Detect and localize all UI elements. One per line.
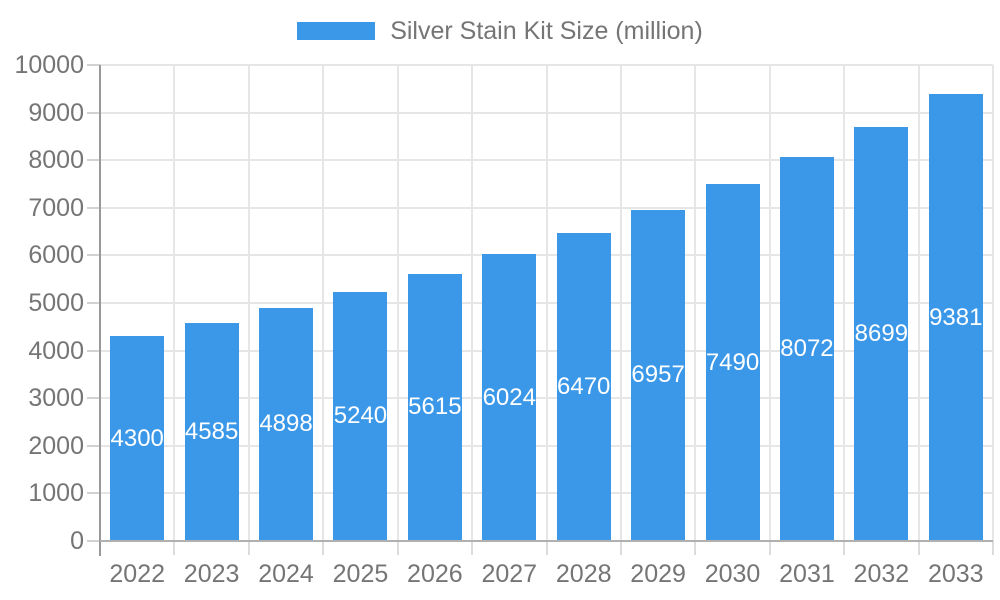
bar: 7490 <box>705 184 760 541</box>
y-axis-tick-label: 7000 <box>28 193 84 222</box>
y-axis-tick <box>87 349 100 352</box>
bar: 5240 <box>333 291 388 541</box>
x-axis-tick <box>992 541 994 555</box>
legend-label: Silver Stain Kit Size (million) <box>390 16 703 45</box>
bar: 6024 <box>482 254 537 541</box>
gridline-vertical <box>619 65 622 541</box>
bar: 4585 <box>184 322 239 541</box>
y-axis-tick-label: 6000 <box>28 241 84 270</box>
bar-value-label: 6470 <box>557 373 611 401</box>
x-axis-tick <box>173 541 176 555</box>
y-axis-tick-label: 10000 <box>14 51 84 79</box>
bar: 8072 <box>779 156 834 541</box>
gridline-vertical <box>322 65 325 541</box>
bar-value-label: 4585 <box>184 417 239 445</box>
gridline-vertical <box>992 65 994 541</box>
y-axis-tick <box>87 492 100 495</box>
gridline-vertical <box>917 65 920 541</box>
x-axis-tick <box>322 541 325 555</box>
y-axis-tick-label: 5000 <box>28 289 84 317</box>
x-axis-tick <box>917 541 920 555</box>
y-axis-tick-label: 9000 <box>28 98 84 127</box>
bar-value-label: 4898 <box>259 410 313 438</box>
x-axis-tick-label: 2030 <box>704 560 761 588</box>
bar: 4898 <box>259 307 314 541</box>
x-axis-tick <box>247 541 250 555</box>
x-axis-tick-label: 2029 <box>630 560 686 588</box>
bar: 8699 <box>854 126 909 541</box>
bar: 5615 <box>407 273 462 541</box>
y-axis-tick <box>87 254 100 257</box>
x-axis-tick-label: 2032 <box>853 560 910 588</box>
bar-value-label: 5615 <box>408 393 462 421</box>
legend: Silver Stain Kit Size (million) <box>0 14 1000 48</box>
y-axis-tick <box>87 64 100 66</box>
x-axis-tick-label: 2025 <box>332 560 389 588</box>
bar-value-label: 7490 <box>705 348 760 376</box>
x-axis-tick <box>545 541 548 555</box>
y-axis-tick-label: 0 <box>70 527 84 555</box>
x-axis-tick-label: 2024 <box>258 560 314 588</box>
gridline-vertical <box>173 65 176 541</box>
bar-value-label: 6024 <box>482 383 536 411</box>
gridline-vertical <box>768 65 771 541</box>
x-axis-tick-label: 2031 <box>779 560 835 588</box>
bar-value-label: 8699 <box>854 319 909 347</box>
y-axis-tick <box>87 206 100 209</box>
bar-value-label: 4300 <box>110 424 164 452</box>
bar: 9381 <box>928 94 983 541</box>
bar: 6957 <box>631 209 686 541</box>
x-axis-tick-label: 2023 <box>183 560 240 588</box>
x-axis-tick-label: 2027 <box>481 560 538 588</box>
gridline-vertical <box>545 65 548 541</box>
gridline-vertical <box>247 65 250 541</box>
y-axis-tick <box>87 397 100 400</box>
bar-value-label: 5240 <box>333 402 388 430</box>
x-axis-tick <box>471 541 474 555</box>
plot-area: 4300 4585 4898 5240 5615 6024 6470 6957 7490 8072… <box>87 64 994 556</box>
y-axis-tick-label: 1000 <box>28 479 84 508</box>
bar: 4300 <box>110 336 165 541</box>
gridline-vertical <box>471 65 474 541</box>
x-axis-tick <box>843 541 846 555</box>
bar-value-label: 9381 <box>929 303 983 331</box>
gridline-vertical <box>396 65 399 541</box>
y-axis-tick-label: 4000 <box>28 336 84 365</box>
legend-swatch <box>297 22 376 40</box>
x-axis-tick <box>396 541 399 555</box>
y-axis-tick-label: 8000 <box>28 146 84 175</box>
y-axis-tick-label: 3000 <box>28 384 84 413</box>
y-axis-tick <box>87 540 100 542</box>
y-axis-tick-label: 2000 <box>28 431 84 460</box>
y-axis-line <box>99 65 101 556</box>
bar-value-label: 8072 <box>780 334 834 362</box>
x-axis-tick-label: 2026 <box>407 560 463 588</box>
gridline-vertical <box>843 65 846 541</box>
x-axis-tick-label: 2033 <box>927 560 984 588</box>
y-axis-tick <box>87 444 100 447</box>
bar: 6470 <box>556 233 611 541</box>
x-axis-tick <box>694 541 697 555</box>
y-axis-tick <box>87 111 100 114</box>
x-axis-tick <box>768 541 771 555</box>
y-axis-tick <box>87 302 100 304</box>
bar-value-label: 6957 <box>631 361 685 389</box>
x-axis-tick-label: 2022 <box>109 560 166 588</box>
x-axis-tick-label: 2028 <box>555 560 612 588</box>
y-axis-tick <box>87 159 100 162</box>
gridline-vertical <box>694 65 697 541</box>
x-axis-tick <box>619 541 622 555</box>
x-axis-line <box>100 540 993 542</box>
